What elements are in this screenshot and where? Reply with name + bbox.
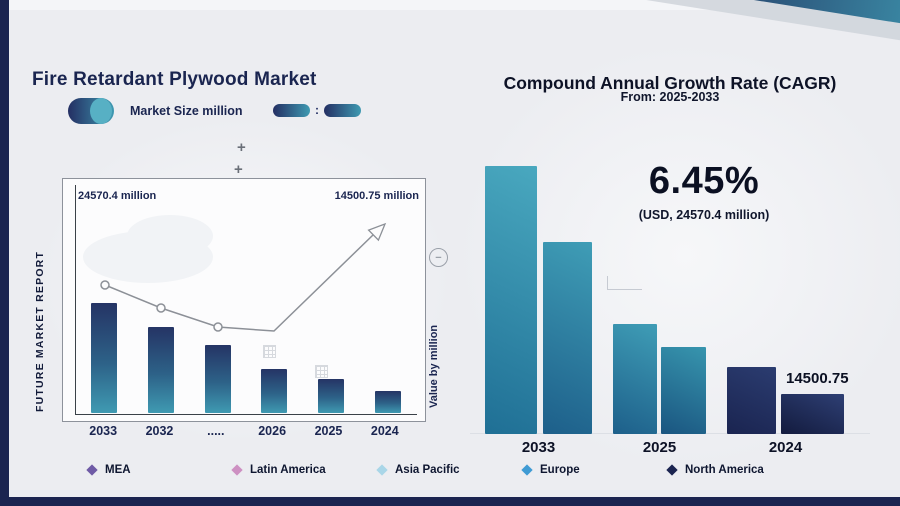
- left-x-label: 2025: [314, 424, 343, 438]
- left-x-label: 2024: [370, 424, 399, 438]
- left-x-label: 2033: [89, 424, 118, 438]
- market-title: Fire Retardant Plywood Market: [32, 68, 317, 90]
- cagr-usd-note: (USD, 24570.4 million): [638, 208, 770, 222]
- legend-item: North America: [666, 464, 813, 476]
- bottom-accent-strip: [0, 497, 900, 506]
- chart-axes: [75, 185, 417, 415]
- left-accent-strip: [0, 0, 9, 506]
- cylinder-icon: [68, 98, 114, 124]
- market-size-bar: [91, 303, 118, 413]
- bracket-decoration: [607, 276, 642, 290]
- cagr-x-label: 2025: [642, 439, 677, 456]
- plus-decoration: +: [237, 139, 246, 156]
- legend-label: MEA: [105, 464, 131, 476]
- left-bar-slot: [189, 345, 246, 413]
- colon-separator: :: [315, 103, 319, 117]
- zoom-out-icon: −: [429, 248, 448, 267]
- cagr-bar: [485, 166, 537, 434]
- legend-label: Asia Pacific: [395, 464, 460, 476]
- left-bar-slot: [133, 327, 190, 413]
- cagr-period: From: 2025-2033: [620, 90, 720, 104]
- left-chart-xlabels: 2033 2032..... 2026 2025 2024: [75, 424, 413, 438]
- cagr-bar: [727, 367, 776, 434]
- left-bar-slot: [359, 391, 416, 413]
- market-size-bar: [204, 345, 231, 413]
- cagr-bar-group: 2025: [613, 324, 706, 458]
- value-axis-label: Value by million: [428, 324, 440, 408]
- market-size-bar: [318, 379, 345, 413]
- legend-diamond-icon: [376, 464, 388, 476]
- cagr-bar: [543, 242, 592, 434]
- left-x-label: 2032: [145, 424, 174, 438]
- cagr-x-label: 2033: [521, 439, 556, 456]
- max-value-label: 24570.4 million: [78, 190, 157, 202]
- left-x-label: .....: [207, 424, 225, 438]
- cagr-title: Compound Annual Growth Rate (CAGR): [503, 72, 837, 93]
- legend-item: MEA: [86, 464, 233, 476]
- legend-item: Europe: [521, 464, 668, 476]
- market-size-bar: [374, 391, 401, 413]
- legend-diamond-icon: [86, 464, 98, 476]
- legend-item: Latin America: [231, 464, 378, 476]
- cagr-bars: [727, 367, 844, 434]
- capsule-decoration: :: [273, 104, 361, 117]
- market-size-bar: [261, 369, 288, 413]
- legend-label: North America: [685, 464, 764, 476]
- right-chart: 2033 2025 2024: [485, 162, 844, 458]
- minus-glyph: −: [435, 251, 442, 264]
- cagr-bars: [485, 166, 592, 434]
- cagr-bar: [781, 394, 844, 434]
- legend-diamond-icon: [231, 464, 243, 476]
- cagr-value: 6.45%: [648, 160, 760, 202]
- left-bar-slot: [246, 369, 303, 413]
- future-market-report-label: FUTURE MARKET REPORT: [34, 250, 46, 412]
- grid-icon: [315, 365, 328, 378]
- bar-value-label: 14500.75: [786, 370, 849, 387]
- cagr-bar-group: 2033: [485, 166, 592, 458]
- left-chart-bars: [76, 303, 416, 413]
- min-value-label: 14500.75 million: [334, 190, 419, 202]
- market-size-label: Market Size million: [130, 104, 243, 118]
- market-size-bar: [148, 327, 174, 413]
- left-x-label: 2026: [258, 424, 287, 438]
- cagr-bar-group: 2024: [727, 367, 844, 458]
- legend-label: Latin America: [250, 464, 326, 476]
- region-legend: MEA Latin America Asia Pacific Europe North …: [86, 464, 813, 476]
- grid-icon: [263, 345, 276, 358]
- capsule-pill: [324, 104, 361, 117]
- plus-decoration: +: [234, 161, 243, 178]
- left-bar-slot: [303, 379, 360, 413]
- legend-item: Asia Pacific: [376, 464, 523, 476]
- cagr-bar: [661, 347, 706, 434]
- market-size-legend: Market Size million: [66, 94, 243, 128]
- legend-diamond-icon: [666, 464, 678, 476]
- cagr-x-label: 2024: [768, 439, 803, 456]
- cagr-bars: [613, 324, 706, 434]
- capsule-pill: [273, 104, 310, 117]
- market-size-chart: 24570.4 million 14500.75 million: [62, 178, 426, 422]
- cagr-bar: [613, 324, 657, 434]
- legend-diamond-icon: [521, 464, 533, 476]
- left-bar-slot: [76, 303, 133, 413]
- legend-label: Europe: [540, 464, 580, 476]
- top-band-decoration: [0, 0, 900, 10]
